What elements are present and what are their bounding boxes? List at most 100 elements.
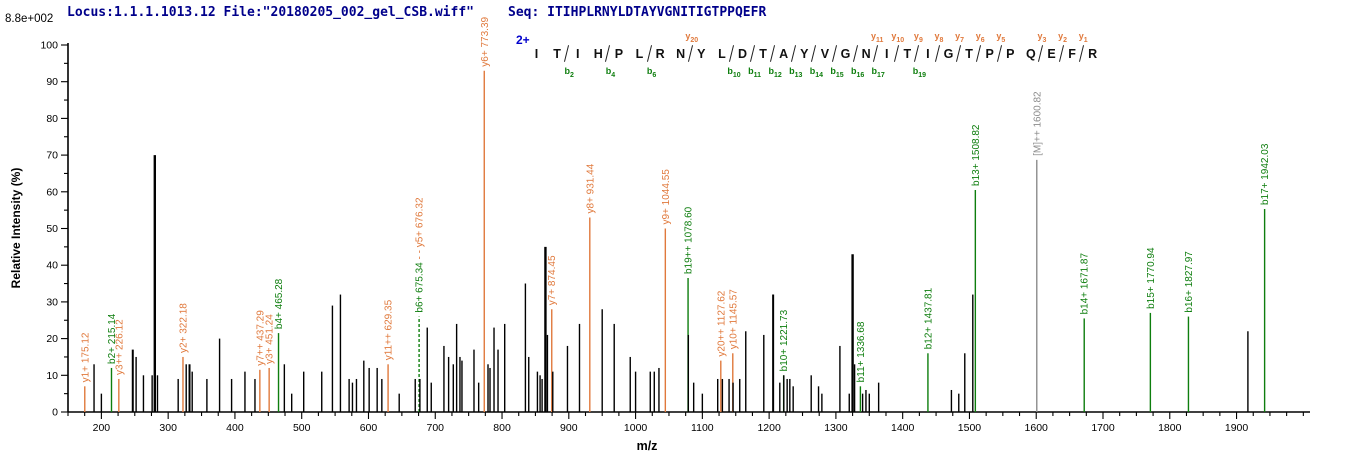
residue-letter: G xyxy=(943,47,954,61)
residue-letter: N xyxy=(676,47,686,61)
x-tick-label: 700 xyxy=(426,422,444,434)
y-tick-label: 100 xyxy=(40,40,58,52)
x-tick-label: 600 xyxy=(360,422,378,434)
residue-letter: Q xyxy=(1026,47,1036,61)
peak-label: b12+ 1437.81 xyxy=(923,287,934,349)
residue-letter: R xyxy=(1088,47,1098,61)
x-tick-label: 1800 xyxy=(1158,422,1182,434)
peak-label: y3+ 451.24 xyxy=(265,314,276,364)
y-ion-label: y20 xyxy=(685,31,699,44)
y-tick-label: 70 xyxy=(46,150,58,162)
b-ion-label: b19 xyxy=(912,66,927,79)
residue-letter: T xyxy=(553,47,561,61)
x-tick-label: 1100 xyxy=(691,422,714,434)
peak-label: [M]++ 1600.82 xyxy=(1032,91,1043,156)
peak-label: y6+ 773.39 xyxy=(480,16,491,66)
residue-letter: I xyxy=(575,47,580,61)
y-ion-label: y7 xyxy=(955,31,965,44)
peak-label: b13+ 1508.82 xyxy=(971,124,982,186)
y-tick-label: 80 xyxy=(46,113,58,125)
peak-label: b6+ 675.34 - - y5+ 676.32 xyxy=(415,197,426,313)
x-axis-title: m/z xyxy=(637,439,658,453)
peak-label: b14+ 1671.87 xyxy=(1080,253,1091,315)
residue-letter: F xyxy=(1068,47,1076,61)
residue-letter: I xyxy=(884,47,889,61)
residue-letter: L xyxy=(718,47,726,61)
b-ion-label: b17 xyxy=(871,66,885,79)
y-ion-label: y6 xyxy=(975,31,985,44)
x-tick-label: 1200 xyxy=(757,422,781,434)
b-ion-label: b6 xyxy=(646,66,657,79)
x-tick-label: 200 xyxy=(93,422,111,434)
seq-value: ITIHPLRNYLDTAYVGNITIGTPPQEFR xyxy=(547,5,767,20)
residue-letter: Y xyxy=(800,47,809,61)
residue-letter: V xyxy=(820,47,830,61)
peak-label: b11+ 1336.68 xyxy=(856,321,867,382)
b-ion-label: b15 xyxy=(830,66,844,79)
y-ion-label: y8 xyxy=(934,31,944,44)
residue-letter: A xyxy=(779,47,789,61)
residue-letter: L xyxy=(635,47,644,61)
peak-label: b2+ 215.14 xyxy=(107,313,118,364)
residue-letter: G xyxy=(840,47,851,61)
y-tick-label: 50 xyxy=(46,223,58,235)
y-ion-label: y2 xyxy=(1058,31,1068,44)
x-tick-label: 500 xyxy=(293,422,311,434)
b-ion-label: b14 xyxy=(809,66,824,79)
sequence-header: Seq: ITIHPLRNYLDTAYVGNITIGTPPQEFR xyxy=(508,5,766,20)
peak-label: y11++ 629.35 xyxy=(384,299,395,360)
seq-label: Seq: xyxy=(508,5,540,20)
peak-label: y3++ 226.12 xyxy=(114,319,125,375)
y-tick-label: 60 xyxy=(46,186,58,198)
residue-letter: P xyxy=(985,47,994,61)
x-tick-label: 1600 xyxy=(1025,422,1049,434)
x-tick-label: 1900 xyxy=(1225,422,1249,434)
peak-label: y1+ 175.12 xyxy=(80,332,91,382)
x-tick-label: 1500 xyxy=(958,422,982,434)
b-ion-label: b4 xyxy=(605,66,616,79)
residue-letter: N xyxy=(861,47,871,61)
peak-label: y2+ 322.18 xyxy=(178,303,189,353)
peak-label: y8+ 931.44 xyxy=(585,163,596,213)
precursor-charge-label: 2+ xyxy=(516,33,530,47)
x-tick-label: 300 xyxy=(159,422,177,434)
x-tick-label: 400 xyxy=(226,422,244,434)
residue-letter: T xyxy=(759,47,767,61)
residue-letter: D xyxy=(737,47,748,61)
peak-label: y7+ 874.45 xyxy=(547,255,558,305)
residue-letter: T xyxy=(965,47,973,61)
residue-letter: H xyxy=(593,47,603,61)
y-ion-label: y1 xyxy=(1078,31,1088,44)
residue-letter: Y xyxy=(697,47,706,61)
x-tick-label: 1300 xyxy=(824,422,848,434)
y-tick-label: 20 xyxy=(46,333,58,345)
y-ion-label: y10 xyxy=(891,31,905,44)
y-ion-label: y11 xyxy=(870,31,884,44)
y-ion-label: y5 xyxy=(996,31,1006,44)
y-tick-label: 10 xyxy=(46,370,58,382)
x-tick-label: 900 xyxy=(560,422,578,434)
x-tick-label: 1700 xyxy=(1091,422,1115,434)
residue-letter: I xyxy=(926,47,930,61)
x-tick-label: 800 xyxy=(493,422,511,434)
b-ion-label: b16 xyxy=(850,66,865,79)
b-ion-label: b10 xyxy=(727,66,741,79)
peak-label: y7++ 437.29 xyxy=(255,310,266,366)
y-tick-label: 30 xyxy=(46,296,58,308)
locus-file-label: Locus:1.1.1.1013.12 File:"20180205_002_g… xyxy=(67,5,474,20)
residue-letter: P xyxy=(614,47,624,61)
b-ion-label: b2 xyxy=(564,66,574,79)
max-intensity-label: 8.8e+002 xyxy=(5,13,54,25)
y-tick-label: 0 xyxy=(52,407,58,419)
y-ion-label: y3 xyxy=(1037,31,1047,44)
residue-letter: P xyxy=(1006,47,1015,61)
peak-label: b4+ 465.28 xyxy=(274,278,285,329)
x-tick-label: 1000 xyxy=(624,422,648,434)
y-ion-label: y9 xyxy=(913,31,923,44)
peak-label: b17+ 1942.03 xyxy=(1260,143,1271,205)
b-ion-label: b13 xyxy=(789,66,803,79)
residue-letter: T xyxy=(903,47,912,61)
y-tick-label: 90 xyxy=(46,76,58,88)
peak-label: b19++ 1078.60 xyxy=(684,206,695,274)
